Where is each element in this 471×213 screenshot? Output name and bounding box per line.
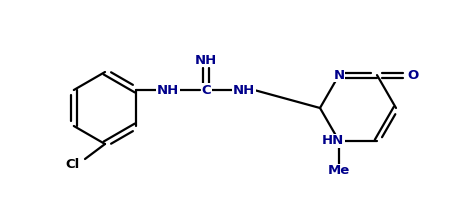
Text: O: O	[407, 69, 419, 82]
Text: Me: Me	[328, 164, 350, 177]
Text: Cl: Cl	[66, 158, 80, 171]
Text: HN: HN	[322, 134, 344, 147]
Text: NH: NH	[195, 53, 217, 66]
Text: C: C	[202, 83, 211, 96]
Text: NH: NH	[233, 83, 255, 96]
Text: NH: NH	[157, 83, 179, 96]
Text: N: N	[333, 69, 345, 82]
